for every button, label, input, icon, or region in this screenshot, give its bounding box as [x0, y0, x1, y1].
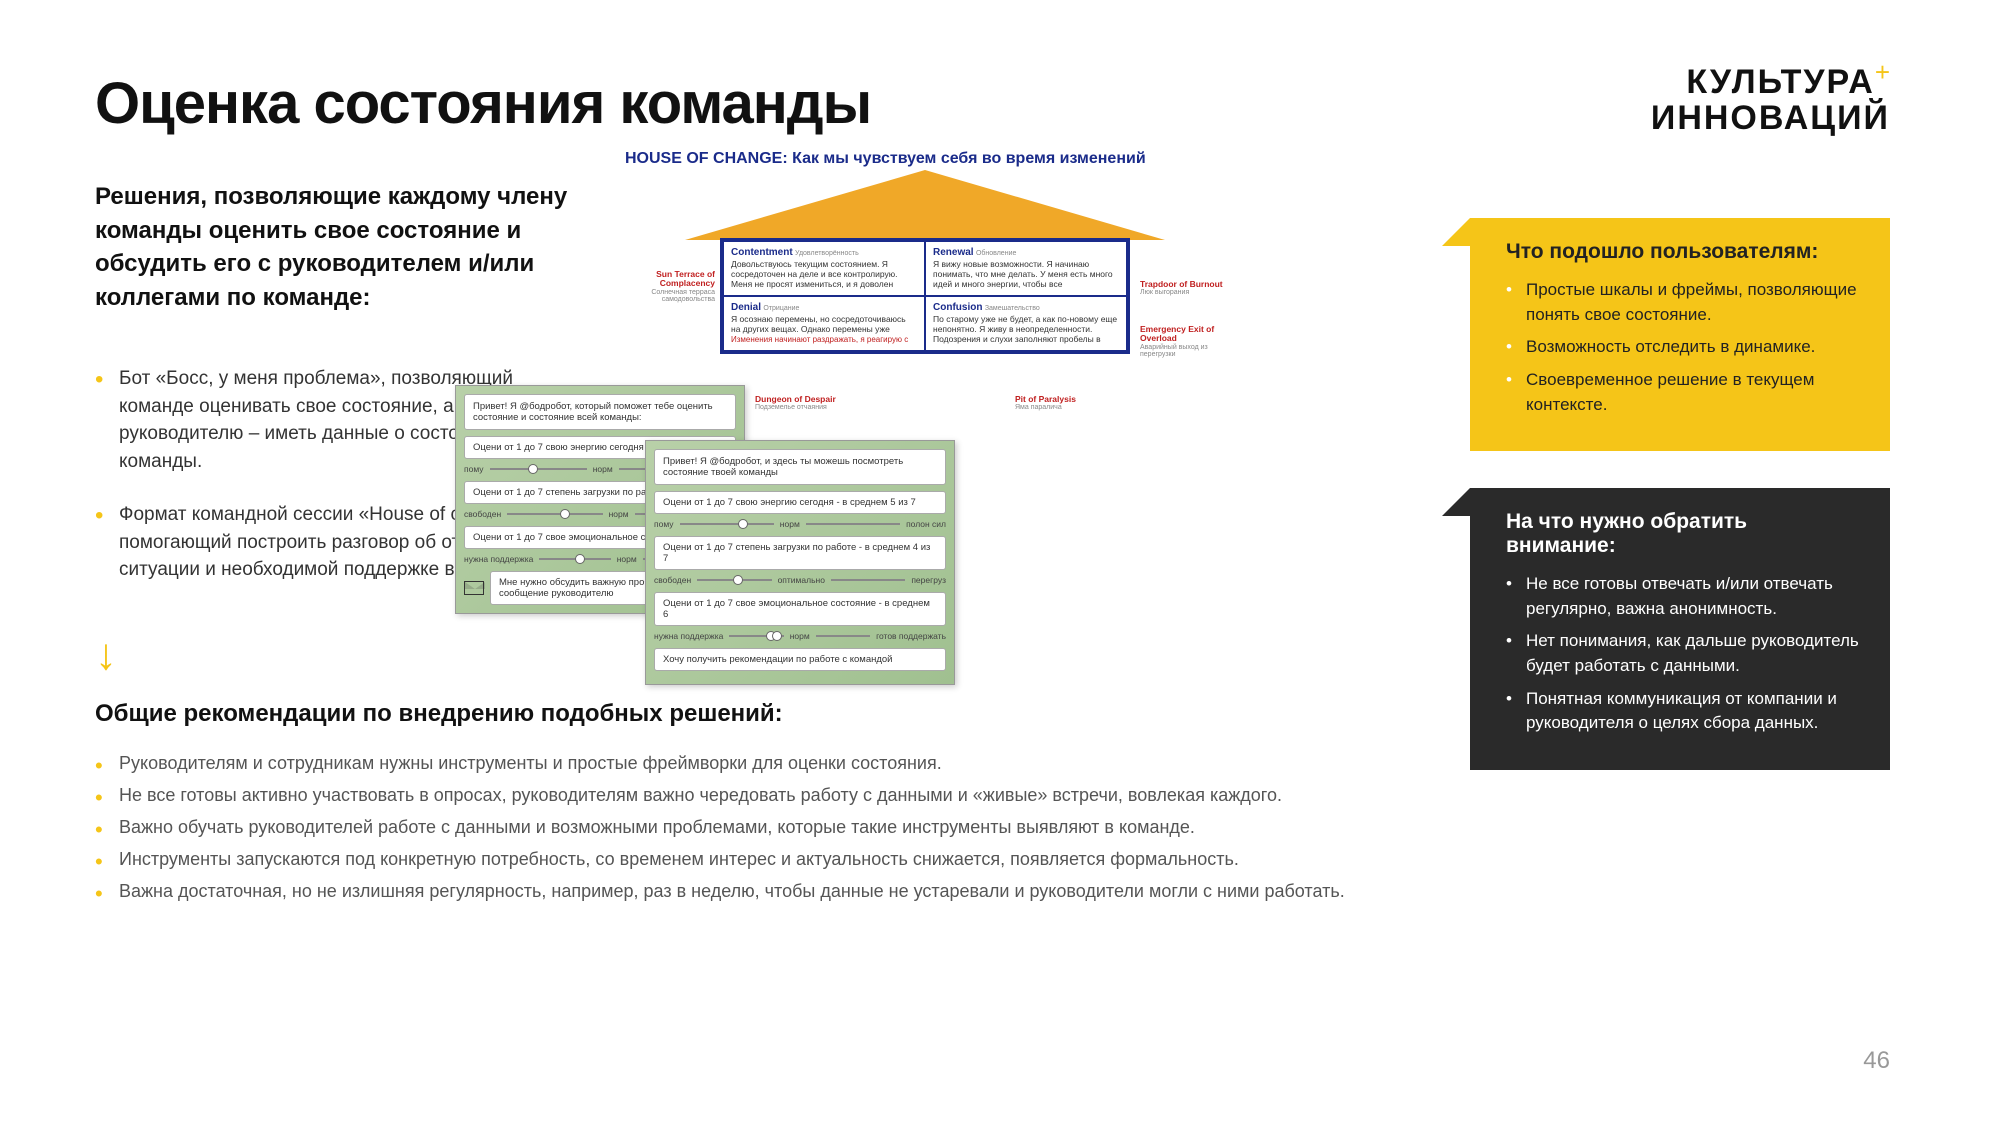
callout-item: Не все готовы отвечать и/или отвечать ре…	[1506, 572, 1862, 621]
rec-item: Важна достаточная, но не излишняя регуля…	[95, 878, 1355, 906]
bot-slider: свободеноптимальноперегруз	[654, 575, 946, 585]
bot-card-team: Привет! Я @бодробот, и здесь ты можешь п…	[645, 440, 955, 685]
callout-item: Нет понимания, как дальше руководитель б…	[1506, 629, 1862, 678]
rec-item: Инструменты запускаются под конкретную п…	[95, 846, 1355, 874]
house-cell-renewal: Renewal Обновление Я вижу новые возможно…	[925, 241, 1127, 296]
house-cell-contentment: Contentment Удовлетворённость Довольству…	[723, 241, 925, 296]
house-title: HOUSE OF CHANGE: Как мы чувствуем себя в…	[625, 150, 1146, 168]
house-label-paralysis: Pit of ParalysisЯма паралича	[1015, 395, 1076, 412]
rec-item: Руководителям и сотрудникам нужны инстру…	[95, 750, 1355, 778]
callout-item: Простые шкалы и фреймы, позволяющие поня…	[1506, 278, 1862, 327]
bot-greeting: Привет! Я @бодробот, и здесь ты можешь п…	[654, 449, 946, 485]
bot-slider: помунормполон сил	[654, 519, 946, 529]
subtitle: Решения, позволяющие каждому члену коман…	[95, 180, 595, 314]
logo: КУЛЬТУРА+ ИННОВАЦИЙ	[1651, 65, 1890, 136]
house-label-burnout: Trapdoor of BurnoutЛюк выгорания	[1140, 280, 1230, 297]
bot-question: Оцени от 1 до 7 свою энергию сегодня - в…	[654, 491, 946, 514]
house-label-despair: Dungeon of DespairПодземелье отчаяния	[755, 395, 836, 412]
logo-plus-icon: +	[1875, 57, 1890, 87]
logo-line2: ИННОВАЦИЙ	[1651, 101, 1890, 137]
bot-question: Оцени от 1 до 7 степень загрузки по рабо…	[654, 536, 946, 570]
logo-line1: КУЛЬТУРА	[1686, 63, 1874, 101]
rec-item: Не все готовы активно участвовать в опро…	[95, 782, 1355, 810]
callout-item: Своевременное решение в текущем контекст…	[1506, 368, 1862, 417]
bot-greeting: Привет! Я @бодробот, который поможет теб…	[464, 394, 736, 430]
page-number: 46	[1863, 1047, 1890, 1075]
callout-title: Что подошло пользователям:	[1506, 240, 1862, 264]
house-roof	[685, 170, 1165, 240]
callout-attention: На что нужно обратить внимание: Не все г…	[1470, 488, 1890, 770]
recs-title: Общие рекомендации по внедрению подобных…	[95, 700, 783, 728]
bot-slider: нужна поддержканормготов поддержать	[654, 631, 946, 641]
house-label-complacency: Sun Terrace of ComplacencyСолнечная терр…	[615, 270, 715, 304]
page-title: Оценка состояния команды	[95, 70, 871, 137]
callout-item: Возможность отследить в динамике.	[1506, 335, 1862, 360]
callout-title: На что нужно обратить внимание:	[1506, 510, 1862, 558]
bot-footer-action: Хочу получить рекомендации по работе с к…	[654, 648, 946, 671]
house-label-overload: Emergency Exit of OverloadАварийный выхо…	[1140, 325, 1240, 359]
bot-question: Оцени от 1 до 7 свое эмоциональное состо…	[654, 592, 946, 626]
arrow-down-icon: ↓	[95, 630, 117, 680]
rec-item: Важно обучать руководителей работе с дан…	[95, 814, 1355, 842]
recs-list: Руководителям и сотрудникам нужны инстру…	[95, 750, 1355, 909]
mail-icon	[464, 581, 484, 595]
house-cell-confusion: Confusion Замешательство По старому уже …	[925, 296, 1127, 351]
house-cell-denial: Denial Отрицание Я осознаю перемены, но …	[723, 296, 925, 351]
callout-positive: Что подошло пользователям: Простые шкалы…	[1470, 218, 1890, 451]
center-illustration: HOUSE OF CHANGE: Как мы чувствуем себя в…	[595, 150, 1375, 690]
callout-item: Понятная коммуникация от компании и руко…	[1506, 687, 1862, 736]
house-body: Contentment Удовлетворённость Довольству…	[720, 238, 1130, 354]
